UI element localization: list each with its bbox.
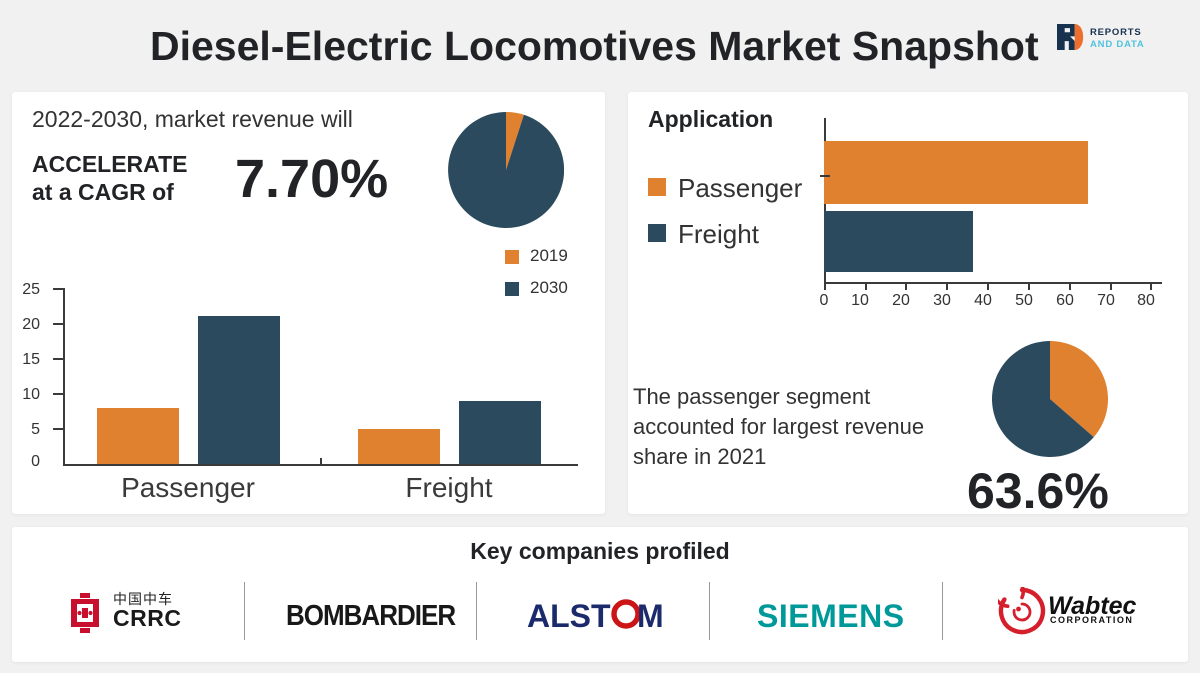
svg-text:REPORTS: REPORTS	[1090, 27, 1142, 38]
svg-text:AND DATA: AND DATA	[1090, 39, 1145, 50]
